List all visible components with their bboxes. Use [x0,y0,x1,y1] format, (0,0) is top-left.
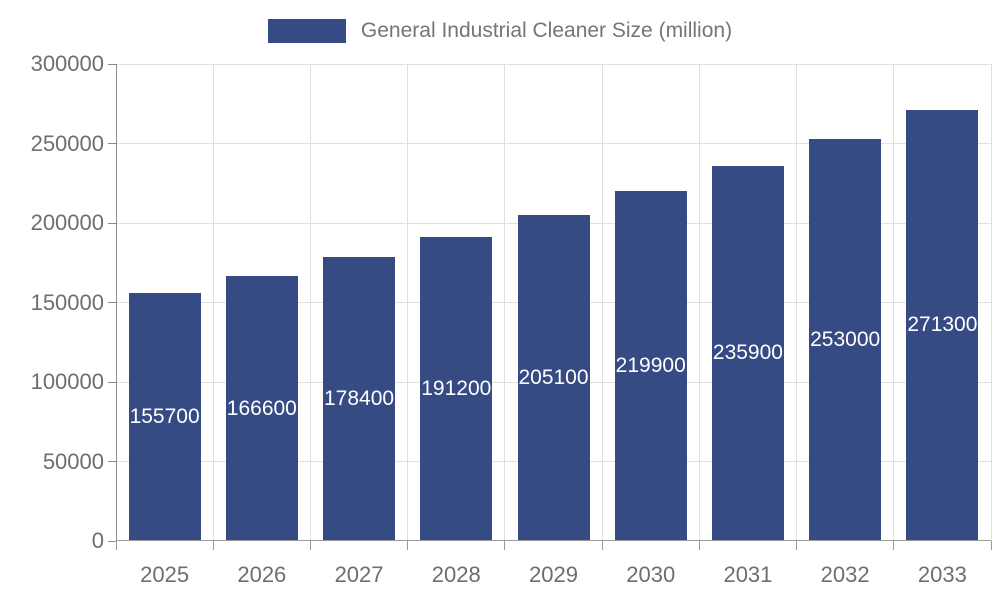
x-axis-label[interactable]: 2025 [140,562,190,587]
v-gridline [504,64,506,541]
x-axis-label[interactable]: 2026 [237,562,287,587]
bar-2028[interactable] [420,237,493,541]
x-axis-line [116,540,991,541]
y-axis-label: 300000 [30,51,104,76]
x-axis-label[interactable]: 2032 [820,562,870,587]
x-axis-tick [504,541,506,550]
x-axis-label[interactable]: 2027 [334,562,384,587]
v-gridline [601,64,603,541]
x-axis-tick [407,541,409,550]
x-axis-tick [893,541,895,550]
bar-2032[interactable] [809,138,882,541]
bar-2029[interactable] [517,214,590,541]
x-axis-tick [115,541,117,550]
x-axis-label[interactable]: 2029 [529,562,578,587]
legend[interactable]: General Industrial Cleaner Size (million… [0,16,1000,46]
bar-2031[interactable] [711,165,784,541]
y-axis-label: 100000 [30,369,104,394]
bar-2030[interactable] [614,191,687,541]
y-axis-label: 0 [91,528,104,553]
h-gridline [116,63,991,65]
plot-area: 155700 166600 178400 191200 205100 219900 2359… [108,63,992,550]
v-gridline [796,64,798,541]
x-axis-label[interactable]: 2031 [723,562,773,587]
x-axis-tick [601,541,603,550]
legend-swatch [267,19,346,43]
y-axis-label: 150000 [30,289,104,315]
y-axis-tick [108,302,116,303]
bar-2025[interactable] [128,293,201,541]
v-gridline [212,64,214,541]
legend-label: General Industrial Cleaner Size (million… [360,19,733,42]
y-axis-label: 200000 [30,210,104,235]
x-axis-label[interactable]: 2030 [626,562,676,587]
h-gridline [116,143,991,144]
x-axis-label[interactable]: 2033 [917,562,967,587]
x-axis-tick [698,541,700,550]
bar-2027[interactable] [323,257,396,541]
bar-2026[interactable] [225,276,298,541]
y-axis-tick [108,143,116,144]
y-axis-tick [108,461,116,462]
y-axis-label: 50000 [42,448,104,474]
v-gridline [309,64,311,541]
x-axis-tick [212,541,214,550]
v-gridline [407,64,409,541]
x-axis-tick [309,541,311,550]
v-gridline [698,64,700,541]
v-gridline [990,64,992,541]
y-axis-label: 250000 [30,130,104,156]
y-axis-tick [108,63,116,65]
y-axis-tick [108,381,116,383]
x-axis-label[interactable]: 2028 [431,562,481,587]
x-axis-tick [796,541,798,550]
bar-2033[interactable] [906,109,979,541]
x-axis-tick [990,541,992,550]
y-axis-line [116,64,117,541]
y-axis-tick [108,540,116,542]
v-gridline [893,64,895,541]
y-axis-tick [108,222,116,224]
